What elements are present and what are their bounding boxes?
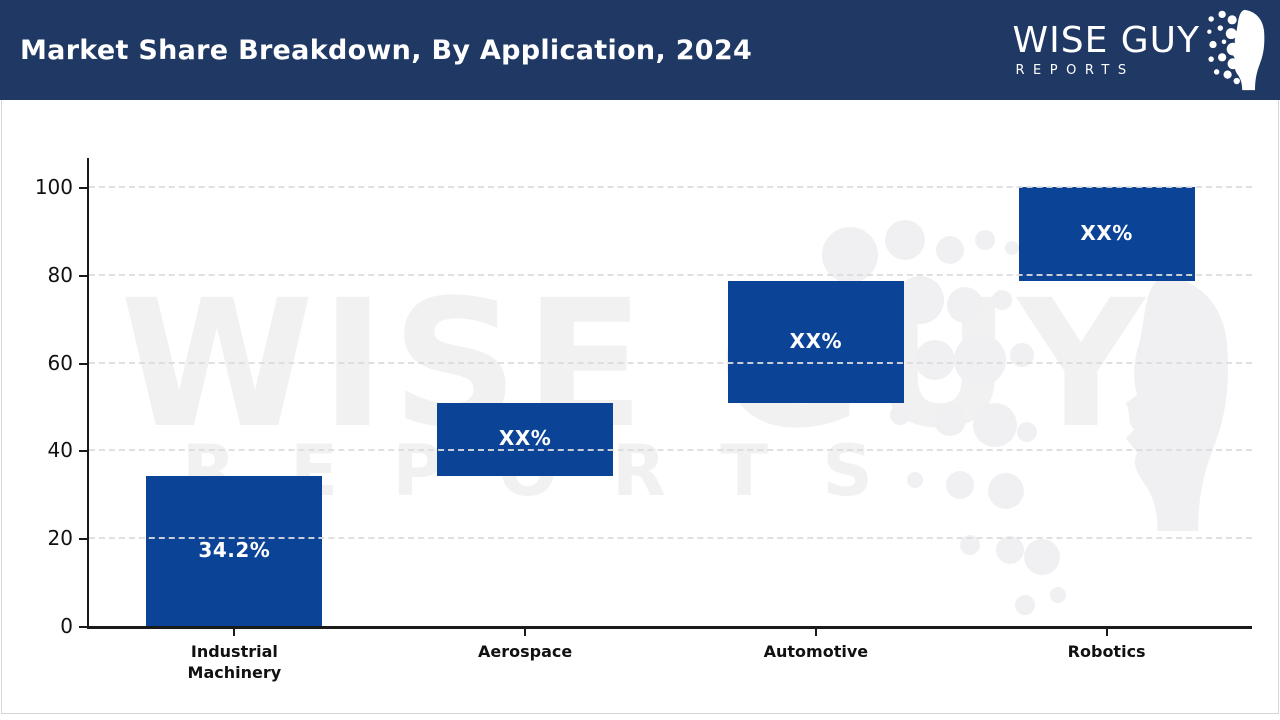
x-tick-label: Robotics [1067, 642, 1146, 661]
logo-brand-name: WISE GUY [1012, 20, 1200, 61]
x-tickmark [524, 629, 527, 636]
y-tick-label: 80 [47, 262, 73, 287]
gridline-40 [89, 449, 1252, 452]
y-tickmark [79, 626, 87, 628]
page-title: Market Share Breakdown, By Application, … [20, 34, 753, 66]
bar-robotics [1018, 187, 1195, 281]
logo-brand-subtitle: REPORTS [1015, 63, 1135, 78]
y-axis [87, 158, 89, 628]
x-tickmark [1105, 629, 1108, 636]
y-tickmark [79, 450, 87, 453]
watermark-face-icon [822, 220, 1228, 615]
bar-aerospace [437, 402, 614, 476]
logo-text: WISE GUY REPORTS [1012, 20, 1201, 79]
x-axis [87, 626, 1252, 629]
x-tick-label: Industrial Machinery [187, 642, 282, 682]
header-bar: Market Share Breakdown, By Application, … [0, 0, 1280, 100]
y-tickmark [79, 362, 87, 365]
waterfall-chart: 34.2% XX% XX% XX% 0 20 40 60 80 100 Industrial Mac… [0, 100, 1280, 720]
y-tickmark [79, 274, 87, 277]
x-tickmark [233, 629, 236, 636]
bar-value-label: XX% [789, 328, 843, 353]
wise-guy-reports-logo: WISE GUY REPORTS [1013, 6, 1267, 94]
bar-value-label: XX% [498, 426, 552, 451]
bar-automotive [727, 280, 904, 403]
x-tick-label: Aerospace [478, 642, 573, 661]
y-tick-label: 40 [47, 438, 73, 463]
x-tickmark [814, 629, 817, 636]
gridline-100 [89, 186, 1252, 188]
y-tick-label: 20 [47, 526, 73, 551]
y-tick-label: 60 [47, 350, 73, 375]
bar-industrial-machinery [146, 475, 323, 626]
y-tickmark [79, 538, 87, 541]
gridline-60 [89, 361, 1252, 364]
y-tickmark [79, 187, 87, 189]
gridline-80 [89, 273, 1252, 276]
y-tick-label: 100 [34, 175, 73, 199]
x-tick-label: Automotive [763, 642, 869, 661]
logo-face-icon [1207, 9, 1265, 91]
y-tick-label: 0 [60, 614, 73, 638]
bar-value-label: 34.2% [198, 537, 271, 562]
bar-value-label: XX% [1080, 220, 1133, 245]
gridline-20 [89, 537, 1252, 540]
